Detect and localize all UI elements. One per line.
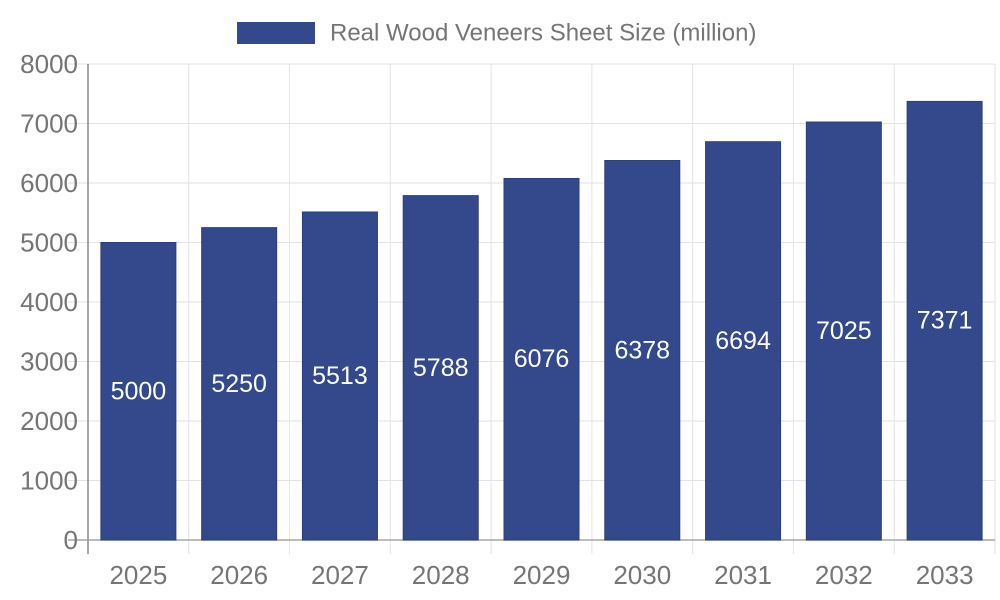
bar bbox=[805, 121, 882, 541]
x-tick-label: 2033 bbox=[916, 560, 974, 590]
label-layer: 5000 2025 5250 2026 5513 2027 5788 2028 6076 2029… bbox=[20, 49, 973, 590]
bar-value-label: 5250 bbox=[211, 370, 267, 398]
bar-value-label: 6378 bbox=[614, 336, 670, 364]
bar-value-label: 7371 bbox=[917, 307, 973, 335]
bar bbox=[201, 227, 278, 541]
y-tick-label: 5000 bbox=[20, 228, 78, 258]
x-tick-label: 2029 bbox=[513, 560, 571, 590]
bar bbox=[100, 242, 177, 541]
bar-layer bbox=[100, 100, 983, 541]
bar-value-label: 5513 bbox=[312, 362, 368, 390]
y-tick-label: 2000 bbox=[20, 406, 78, 436]
y-tick-label: 1000 bbox=[20, 466, 78, 496]
y-tick-label: 6000 bbox=[20, 168, 78, 198]
legend-swatch bbox=[237, 22, 315, 44]
y-tick-label: 0 bbox=[64, 525, 78, 555]
y-tick-label: 7000 bbox=[20, 109, 78, 139]
x-tick-label: 2028 bbox=[412, 560, 470, 590]
bar bbox=[301, 211, 378, 541]
bar bbox=[705, 141, 782, 541]
x-tick-label: 2026 bbox=[210, 560, 268, 590]
x-tick-label: 2030 bbox=[613, 560, 671, 590]
bar bbox=[604, 160, 681, 541]
legend-label: Real Wood Veneers Sheet Size (million) bbox=[330, 20, 756, 47]
bar-value-label: 5000 bbox=[111, 377, 167, 405]
legend: Real Wood Veneers Sheet Size (million) bbox=[237, 20, 756, 47]
x-tick-label: 2027 bbox=[311, 560, 369, 590]
bar-value-label: 6694 bbox=[715, 327, 771, 355]
bar bbox=[503, 177, 580, 541]
bar bbox=[402, 195, 479, 541]
y-tick-label: 3000 bbox=[20, 347, 78, 377]
bar bbox=[906, 100, 983, 541]
bar-value-label: 7025 bbox=[816, 317, 872, 345]
x-tick-label: 2025 bbox=[109, 560, 167, 590]
y-tick-label: 4000 bbox=[20, 287, 78, 317]
bar-value-label: 5788 bbox=[413, 354, 469, 382]
x-tick-label: 2031 bbox=[714, 560, 772, 590]
y-tick-label: 8000 bbox=[20, 49, 78, 79]
x-tick-label: 2032 bbox=[815, 560, 873, 590]
bar-value-label: 6076 bbox=[514, 345, 570, 373]
